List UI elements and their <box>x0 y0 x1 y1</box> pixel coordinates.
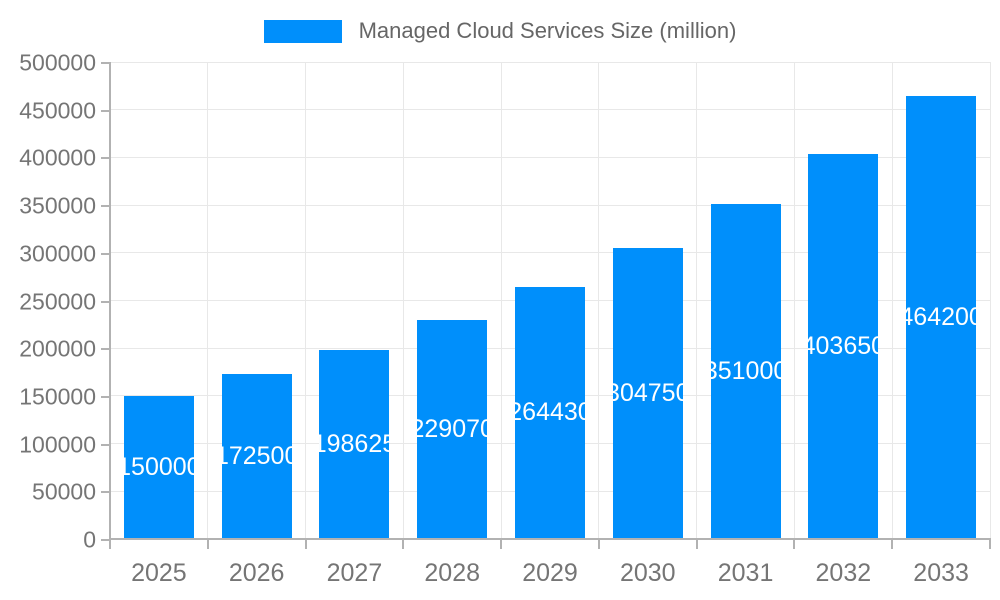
bar[interactable]: 464200 <box>906 96 977 539</box>
y-tick-label: 500000 <box>19 49 96 76</box>
x-tick-mark-icon <box>402 540 405 549</box>
x-tick-mark-icon <box>891 540 894 549</box>
bar[interactable]: 172500 <box>221 374 292 539</box>
y-tick-label: 200000 <box>19 335 96 362</box>
x-tick-mark-icon <box>500 540 503 549</box>
y-tick-mark-icon <box>101 205 109 208</box>
x-tick-label: 2030 <box>619 559 676 587</box>
bar-value-label: 351000 <box>710 357 781 386</box>
gridline-horizontal <box>110 252 990 254</box>
gridline-vertical <box>891 62 893 539</box>
x-tick-mark-icon <box>695 540 698 549</box>
bar[interactable]: 198625 <box>319 349 390 539</box>
x-tick-label: 2026 <box>228 559 285 587</box>
gridline-horizontal <box>110 204 990 206</box>
y-tick-mark-icon <box>101 539 109 541</box>
plot-area: 150000 172500 198625 229070 264430 304750 3510… <box>110 61 991 539</box>
x-tick-label: 2027 <box>326 559 383 587</box>
gridline-vertical <box>305 62 307 539</box>
y-tick-mark-icon <box>101 443 109 446</box>
gridline-vertical <box>500 62 502 539</box>
gridline-horizontal <box>110 61 990 63</box>
x-tick-label: 2029 <box>522 559 578 587</box>
chart-legend[interactable]: Managed Cloud Services Size (million) <box>0 18 1000 44</box>
x-tick-mark-icon <box>206 540 209 549</box>
x-tick-mark-icon <box>989 540 991 549</box>
y-tick-label: 0 <box>83 526 96 553</box>
y-tick-label: 100000 <box>19 431 96 458</box>
x-tick-mark-icon <box>597 540 600 549</box>
y-tick-label: 350000 <box>19 192 96 219</box>
y-tick-mark-icon <box>101 491 109 494</box>
y-axis-line <box>109 62 111 540</box>
legend-marker-icon <box>263 19 342 43</box>
y-tick-label: 400000 <box>19 144 96 171</box>
bar[interactable]: 304750 <box>612 248 683 539</box>
x-tick-label: 2028 <box>424 559 481 587</box>
bar[interactable]: 229070 <box>417 320 488 539</box>
x-tick-mark-icon <box>109 540 111 549</box>
y-tick-mark-icon <box>101 348 109 351</box>
x-tick-label: 2033 <box>913 559 969 587</box>
bar-value-label: 264430 <box>515 398 585 427</box>
y-tick-label: 300000 <box>19 240 96 267</box>
gridline-vertical <box>793 62 795 539</box>
gridline-horizontal <box>110 109 990 111</box>
y-tick-label: 150000 <box>19 383 96 410</box>
legend-label: Managed Cloud Services Size (million) <box>358 18 737 43</box>
y-tick-mark-icon <box>101 395 109 398</box>
y-tick-mark-icon <box>101 300 109 303</box>
bar-value-label: 172500 <box>221 442 292 471</box>
y-tick-mark-icon <box>101 157 109 160</box>
bar[interactable]: 403650 <box>808 153 879 539</box>
bar-value-label: 150000 <box>123 452 194 481</box>
bar[interactable]: 264430 <box>515 286 585 539</box>
y-tick-mark-icon <box>101 252 109 255</box>
bar-value-label: 464200 <box>906 303 977 332</box>
y-tick-mark-icon <box>101 62 109 64</box>
y-tick-mark-icon <box>101 109 109 112</box>
y-tick-label: 50000 <box>32 478 96 505</box>
x-tick-label: 2025 <box>131 559 187 587</box>
x-tick-mark-icon <box>793 540 796 549</box>
bar-value-label: 403650 <box>808 331 879 360</box>
x-tick-mark-icon <box>304 540 307 549</box>
gridline-vertical <box>696 62 698 539</box>
x-axis-line <box>109 538 991 540</box>
bar[interactable]: 351000 <box>710 204 781 539</box>
gridline-vertical <box>989 62 991 539</box>
bar-value-label: 229070 <box>417 415 488 444</box>
x-tick-label: 2032 <box>815 559 872 587</box>
bar[interactable]: 150000 <box>123 395 194 539</box>
gridline-vertical <box>207 62 209 539</box>
x-tick-label: 2031 <box>717 559 774 587</box>
bar-value-label: 304750 <box>612 379 683 408</box>
gridline-horizontal <box>110 156 990 158</box>
bar-value-label: 198625 <box>319 429 390 458</box>
y-tick-label: 450000 <box>19 97 96 124</box>
gridline-vertical <box>598 62 600 539</box>
y-tick-label: 250000 <box>19 288 96 314</box>
gridline-vertical <box>402 62 404 539</box>
